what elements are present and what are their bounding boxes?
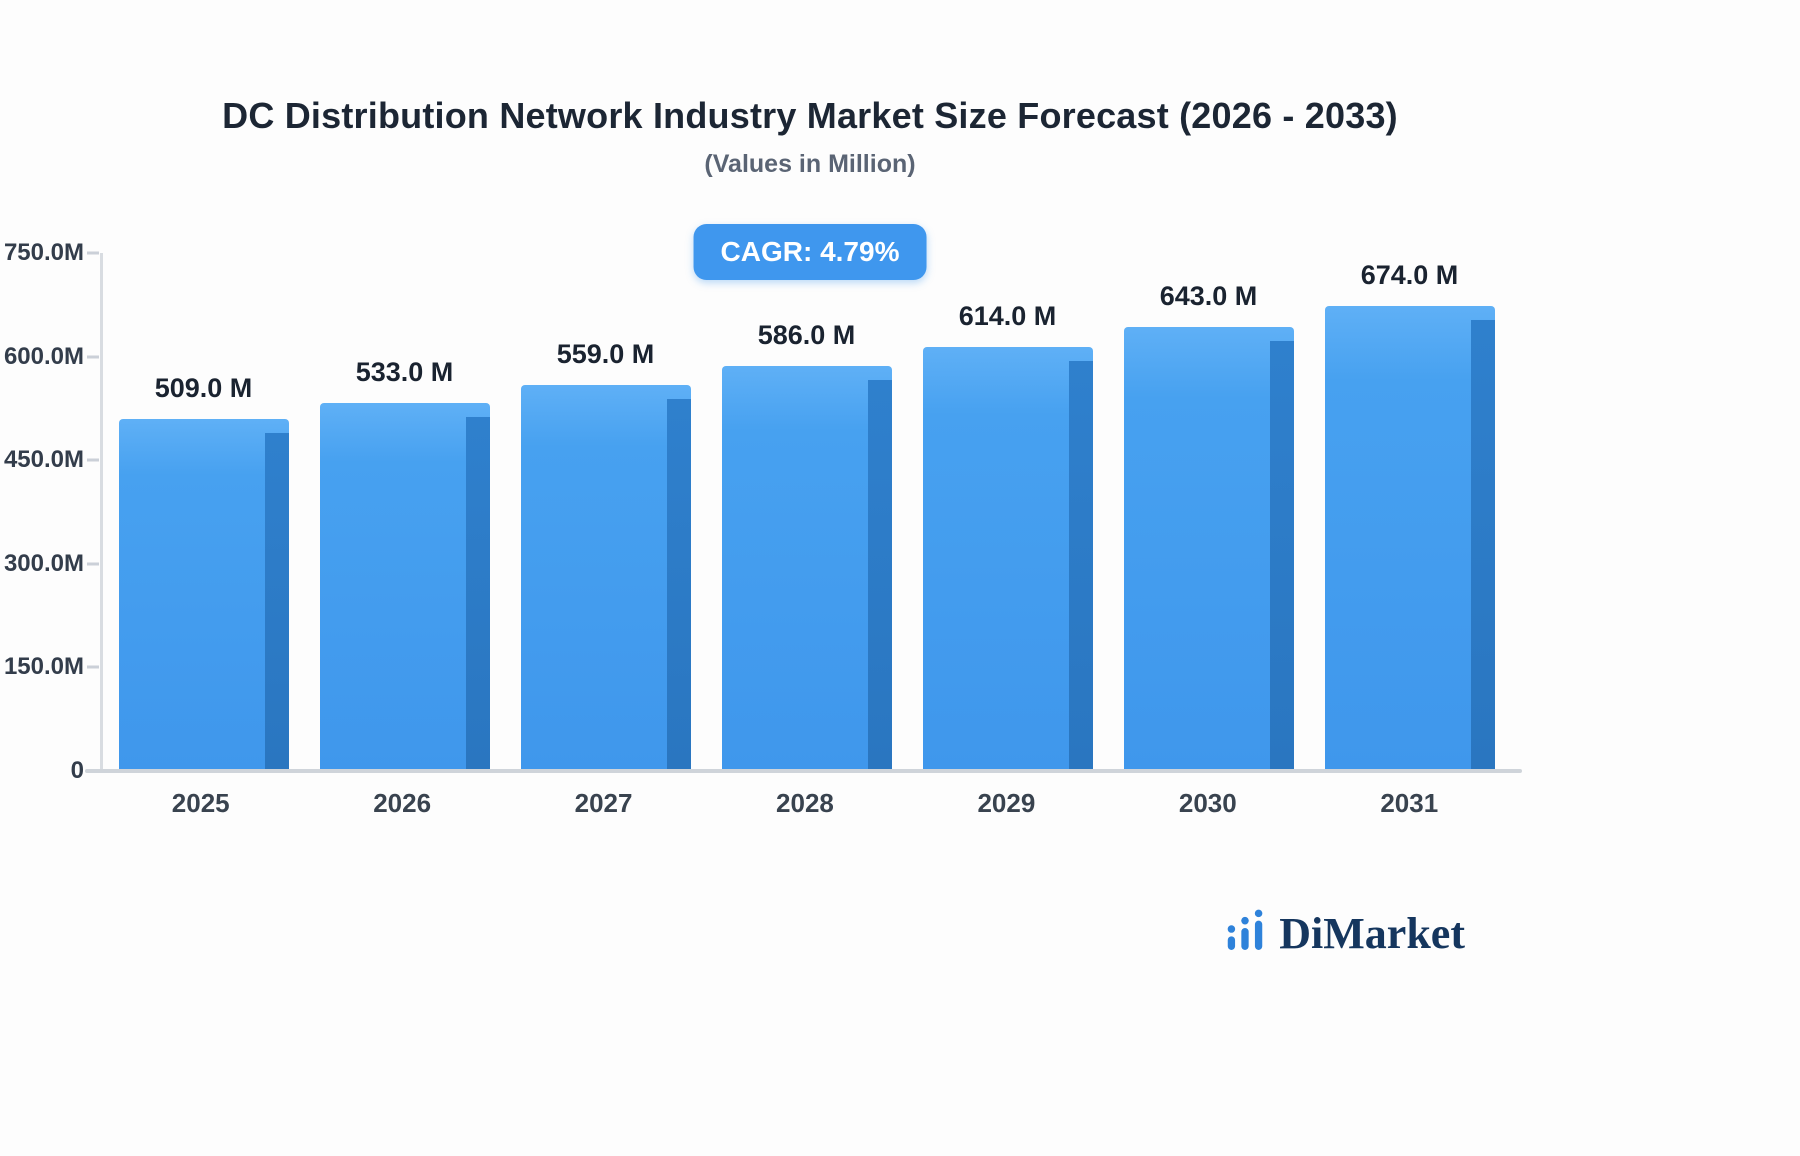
x-axis-label: 2027 [574, 788, 633, 818]
y-axis-label: 750.0M [3, 239, 84, 266]
y-axis-tick [87, 251, 99, 255]
bar-value-label: 586.0 M [757, 320, 856, 351]
bar-value-label: 533.0 M [355, 356, 454, 387]
bar-2029: 614.0 M [922, 301, 1093, 772]
bar-2026: 533.0 M [319, 357, 490, 772]
bar-value-label: 674.0 M [1360, 259, 1459, 290]
x-axis-label: 2029 [977, 788, 1036, 818]
chart-title: DC Distribution Network Industry Market … [222, 95, 1398, 136]
y-axis-label: 450.0M [3, 446, 84, 474]
bar-value-label: 614.0 M [958, 300, 1057, 331]
y-axis-label: 150.0M [3, 653, 84, 681]
bar-slot: 643.0 M [1108, 253, 1309, 772]
x-axis-label: 2026 [373, 788, 432, 818]
y-axis-tick [87, 562, 99, 566]
bar-2028: 586.0 M [721, 320, 892, 771]
x-axis-label: 2028 [776, 788, 834, 818]
bar-2030: 643.0 M [1123, 281, 1294, 772]
y-axis-tick [87, 665, 99, 669]
dimarket-logo: DiMarket [1223, 905, 1465, 956]
y-axis: 750.0M 600.0M 450.0M 300.0M 150.0M 0 [0, 239, 100, 784]
plot-area: 509.0 M 533.0 M 559.0 M 586.0 M 614.0 M 643.0… [87, 251, 1510, 773]
bar-slot: 509.0 M [103, 253, 304, 771]
y-axis-tick [87, 458, 99, 462]
bar-slot: 674.0 M [1309, 253, 1510, 771]
bar-2027: 559.0 M [520, 339, 691, 772]
bar-slot: 586.0 M [706, 253, 907, 771]
bar-2031: 674.0 M [1324, 260, 1495, 771]
bars-area: 509.0 M 533.0 M 559.0 M 586.0 M 614.0 M 643.0… [103, 253, 1510, 772]
y-axis-label: 0 [70, 757, 84, 784]
bar-value-label: 559.0 M [556, 338, 655, 369]
logo-text: DiMarket [1279, 909, 1465, 958]
cagr-badge: CAGR: 4.79% [693, 224, 927, 280]
y-axis-label: 300.0M [3, 549, 84, 577]
x-axis-line [85, 769, 1522, 773]
y-axis-tick [87, 355, 99, 359]
bar-2025: 509.0 M [118, 373, 289, 771]
bar-value-label: 643.0 M [1159, 280, 1258, 311]
x-axis-label: 2025 [171, 788, 230, 818]
chart-subtitle: (Values in Million) [704, 150, 916, 178]
bar-value-label: 509.0 M [154, 373, 253, 404]
x-axis-label: 2031 [1380, 788, 1439, 818]
bar-slot: 614.0 M [907, 253, 1108, 772]
y-axis-label: 600.0M [3, 342, 84, 370]
x-axis-label: 2030 [1178, 788, 1237, 818]
bar-slot: 533.0 M [304, 253, 505, 772]
bar-slot: 559.0 M [505, 253, 706, 772]
x-axis-labels: 2025 2026 2027 2028 2029 2030 2031 [100, 788, 1510, 819]
bar-chart-logo-icon [1223, 905, 1267, 956]
